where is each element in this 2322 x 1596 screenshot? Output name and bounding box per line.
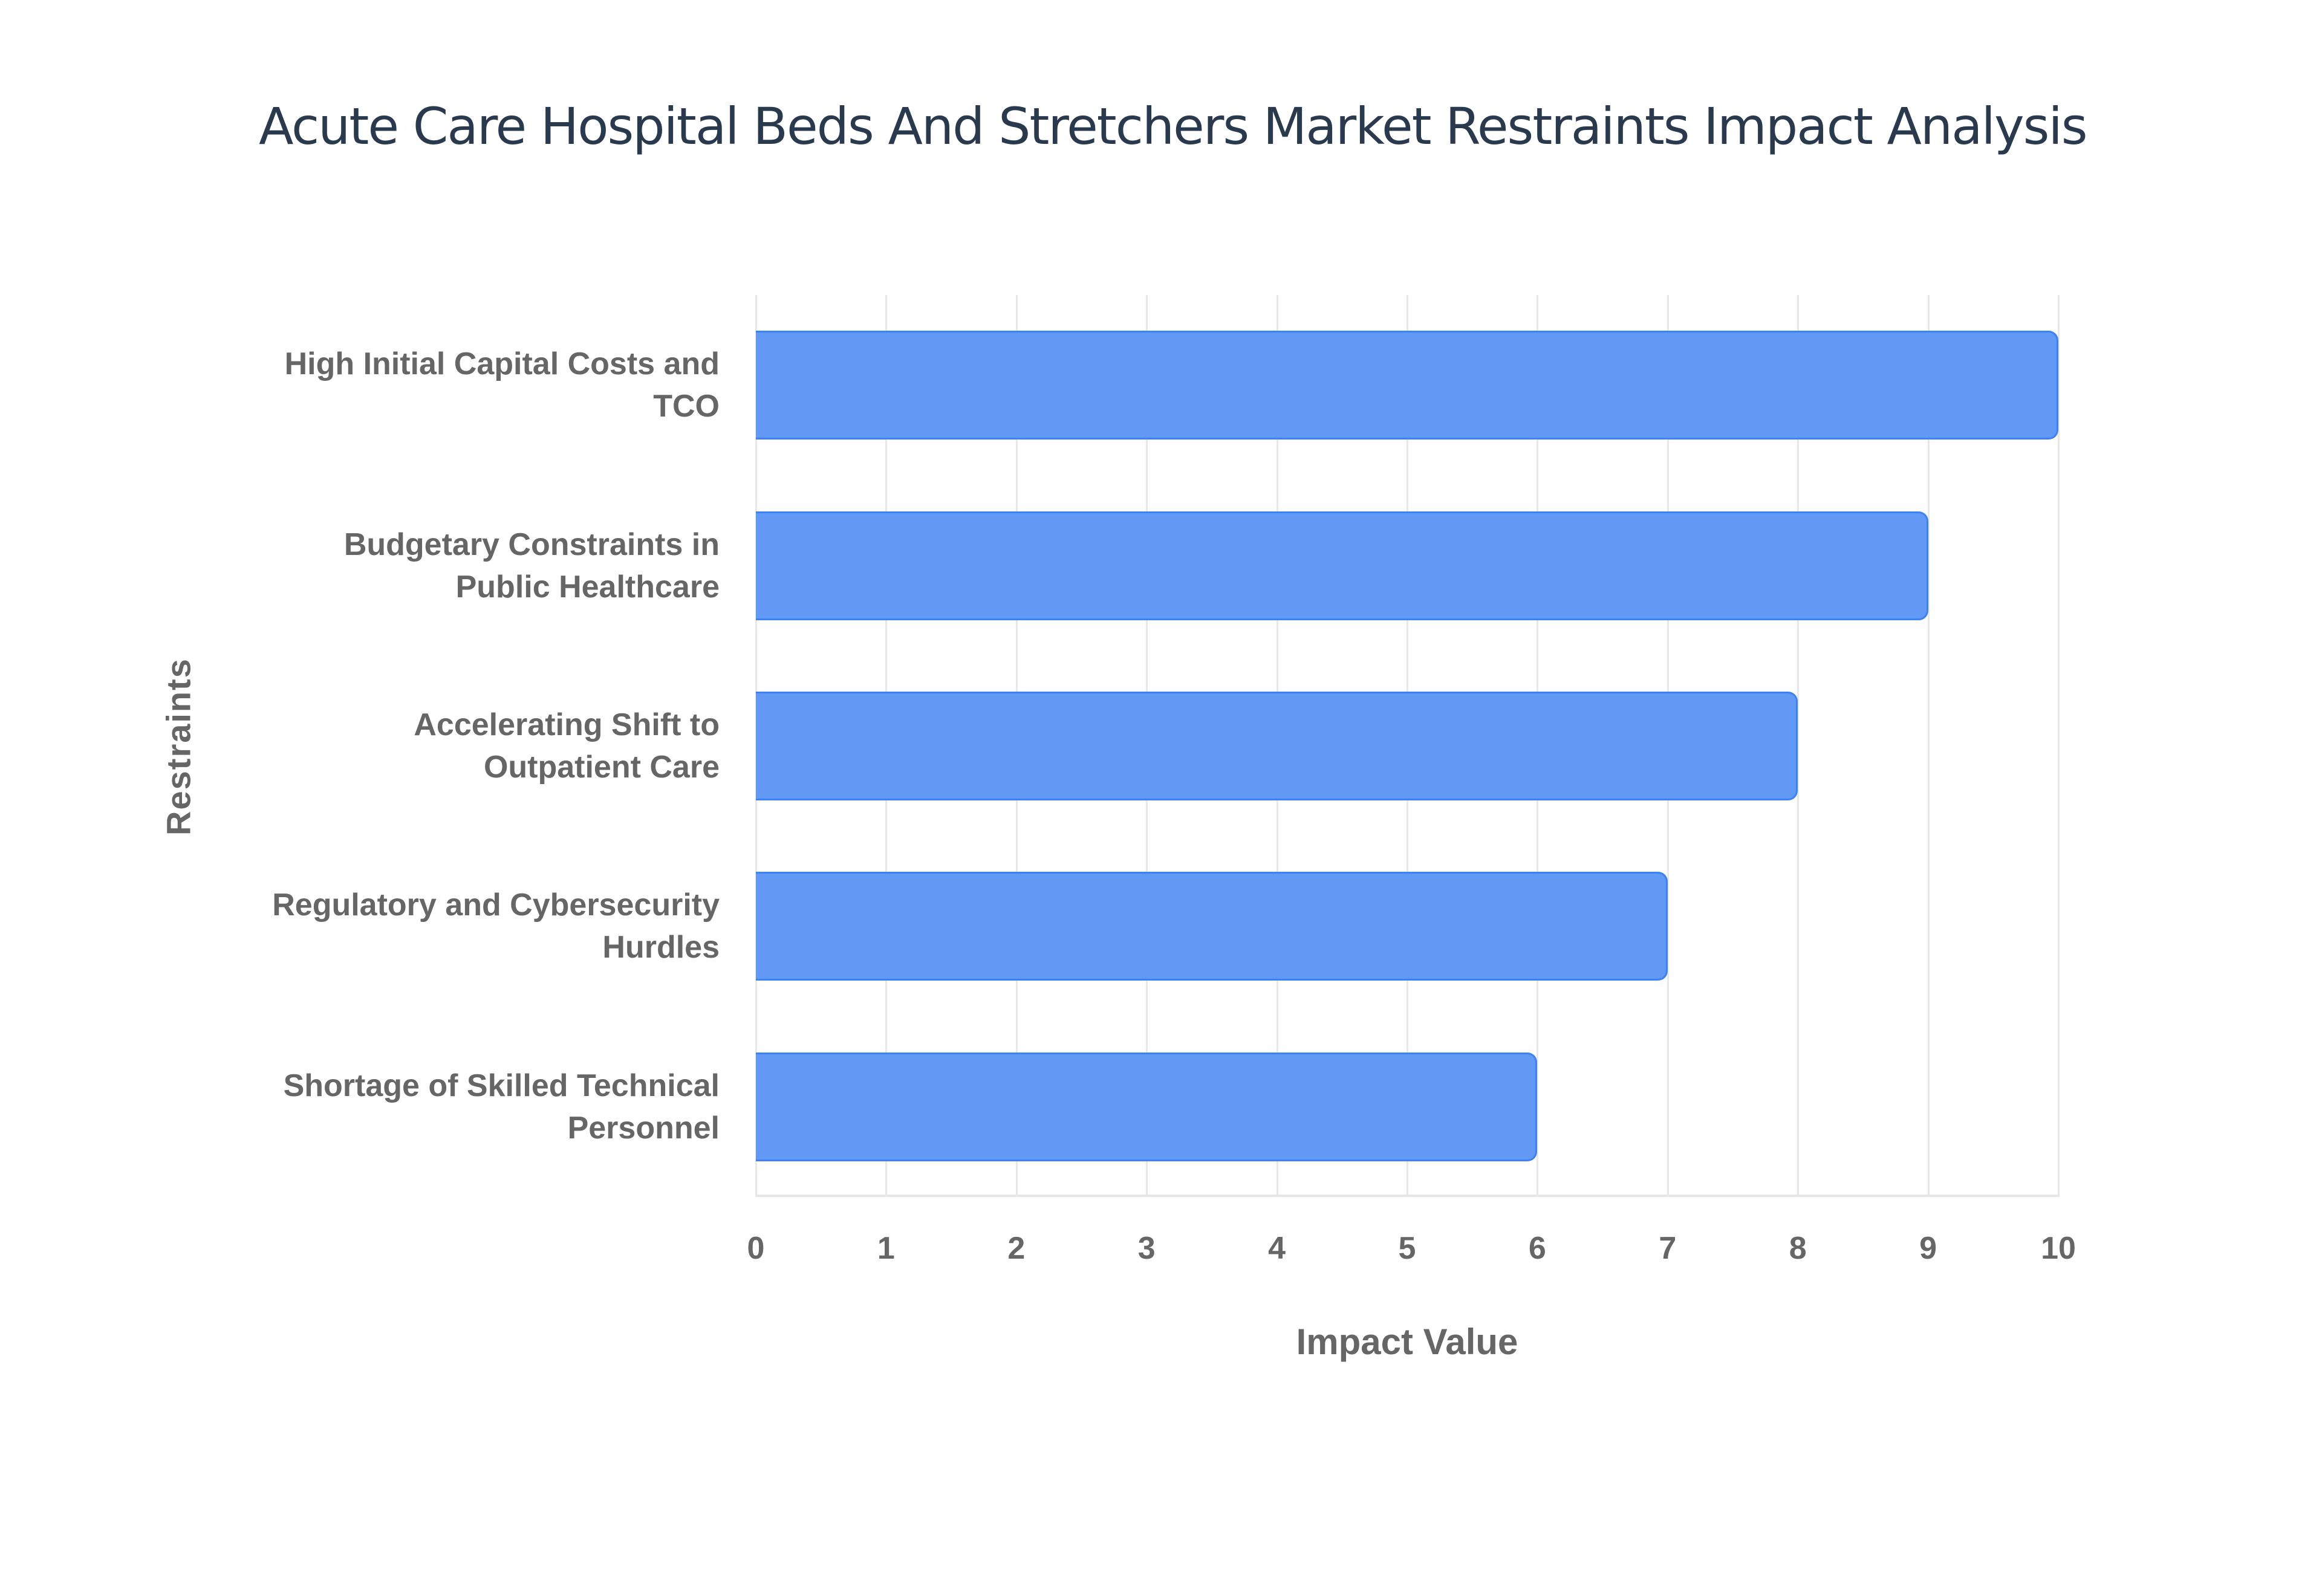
gridline [2058,295,2060,1197]
x-tick-label: 4 [1268,1231,1286,1266]
x-tick-label: 0 [747,1231,765,1266]
x-tick-label: 10 [2041,1231,2076,1266]
chart-title: Acute Care Hospital Beds And Stretchers … [259,97,2088,156]
x-tick-label: 6 [1528,1231,1546,1266]
category-label-line: Hurdles [602,930,720,965]
category-label: Shortage of Skilled Technical Personnel [175,1065,720,1149]
category-label-line: Regulatory and Cybersecurity [272,887,720,923]
bar[interactable] [756,331,2058,440]
gridline [1927,295,1930,1197]
category-label: Regulatory and Cybersecurity Hurdles [175,884,720,968]
category-label-line: Public Healthcare [455,569,720,605]
x-tick-label: 3 [1137,1231,1156,1266]
category-label-line: TCO [653,389,720,424]
category-label-line: High Initial Capital Costs and [284,346,720,382]
bar[interactable] [756,692,1798,800]
x-axis-title: Impact Value [1296,1322,1518,1362]
category-label: High Initial Capital Costs and TCO [175,343,720,427]
plot-area [755,295,2060,1197]
x-tick-label: 8 [1789,1231,1807,1266]
category-label-line: Accelerating Shift to [414,707,720,742]
category-label-line: Budgetary Constraints in [343,527,720,562]
category-label-line: Outpatient Care [483,750,720,785]
bar[interactable] [756,1052,1538,1161]
x-tick-label: 5 [1398,1231,1416,1266]
category-label-line: Personnel [567,1110,720,1146]
x-tick-label: 7 [1659,1231,1677,1266]
bar[interactable] [756,511,1928,620]
category-label: Accelerating Shift to Outpatient Care [175,704,720,788]
bar[interactable] [756,872,1668,981]
category-label-line: Shortage of Skilled Technical [283,1068,720,1103]
x-tick-label: 2 [1007,1231,1026,1266]
gridline [1797,295,1800,1197]
category-label: Budgetary Constraints in Public Healthcar… [175,524,720,608]
x-tick-label: 1 [877,1231,895,1266]
x-tick-label: 9 [1919,1231,1937,1266]
